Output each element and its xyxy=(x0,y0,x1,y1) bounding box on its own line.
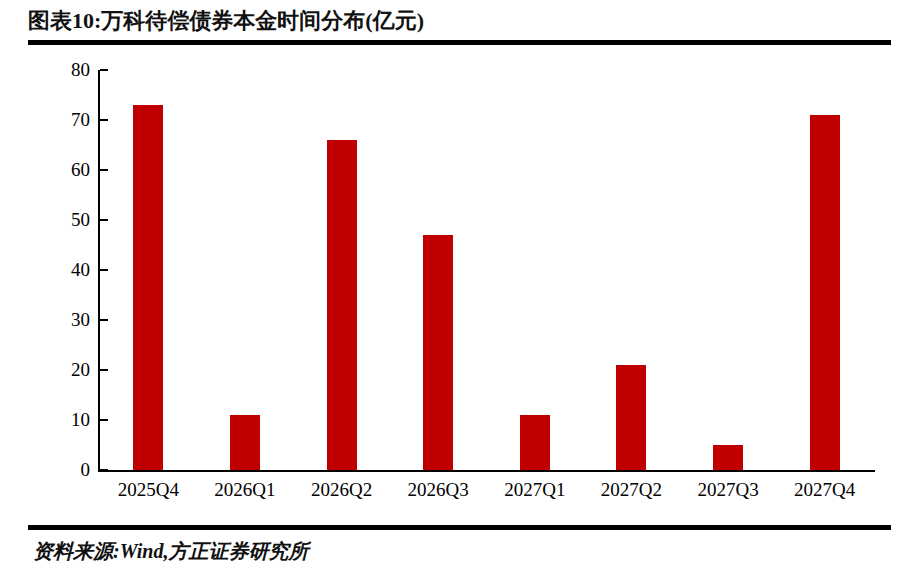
y-tick-label: 80 xyxy=(38,59,90,81)
y-tick-label: 0 xyxy=(38,459,90,481)
y-tick-mark xyxy=(100,169,108,171)
y-tick-mark xyxy=(100,369,108,371)
bar-chart: 0 10 20 30 40 50 60 70 80 2025Q42026Q12026Q22026Q… xyxy=(0,0,920,576)
x-tick-label: 2027Q2 xyxy=(583,478,680,502)
y-tick-label: 20 xyxy=(38,359,90,381)
x-axis-line xyxy=(98,470,875,472)
y-tick-mark xyxy=(100,119,108,121)
bar-2026Q2 xyxy=(327,140,357,470)
bar-2026Q1 xyxy=(230,415,260,470)
y-tick-mark xyxy=(100,269,108,271)
report-figure: 图表10:万科待偿债券本金时间分布(亿元) 010203040506070802… xyxy=(0,0,920,576)
x-tick-label: 2027Q3 xyxy=(680,478,777,502)
y-tick-label: 60 xyxy=(38,159,90,181)
bar-2025Q4 xyxy=(133,105,163,470)
y-tick-mark xyxy=(100,219,108,221)
footer-divider-line xyxy=(28,525,891,530)
bar-2027Q3 xyxy=(713,445,743,470)
y-tick-mark xyxy=(100,69,108,71)
bar-2027Q2 xyxy=(616,365,646,470)
x-tick-label: 2025Q4 xyxy=(100,478,197,502)
source-note: 资料来源:Wind,方正证券研究所 xyxy=(33,538,308,565)
x-tick-label: 2027Q4 xyxy=(776,478,873,502)
y-tick-label: 30 xyxy=(38,309,90,331)
y-tick-label: 50 xyxy=(38,209,90,231)
y-axis-line xyxy=(98,70,100,472)
bar-2027Q4 xyxy=(810,115,840,470)
y-tick-mark xyxy=(100,469,108,471)
x-tick-label: 2026Q2 xyxy=(293,478,390,502)
x-tick-label: 2026Q3 xyxy=(390,478,487,502)
y-tick-mark xyxy=(100,319,108,321)
x-tick-label: 2026Q1 xyxy=(197,478,294,502)
bar-2026Q3 xyxy=(423,235,453,470)
y-tick-label: 70 xyxy=(38,109,90,131)
y-tick-label: 40 xyxy=(38,259,90,281)
y-tick-label: 10 xyxy=(38,409,90,431)
bar-2027Q1 xyxy=(520,415,550,470)
y-tick-mark xyxy=(100,419,108,421)
x-tick-label: 2027Q1 xyxy=(487,478,584,502)
